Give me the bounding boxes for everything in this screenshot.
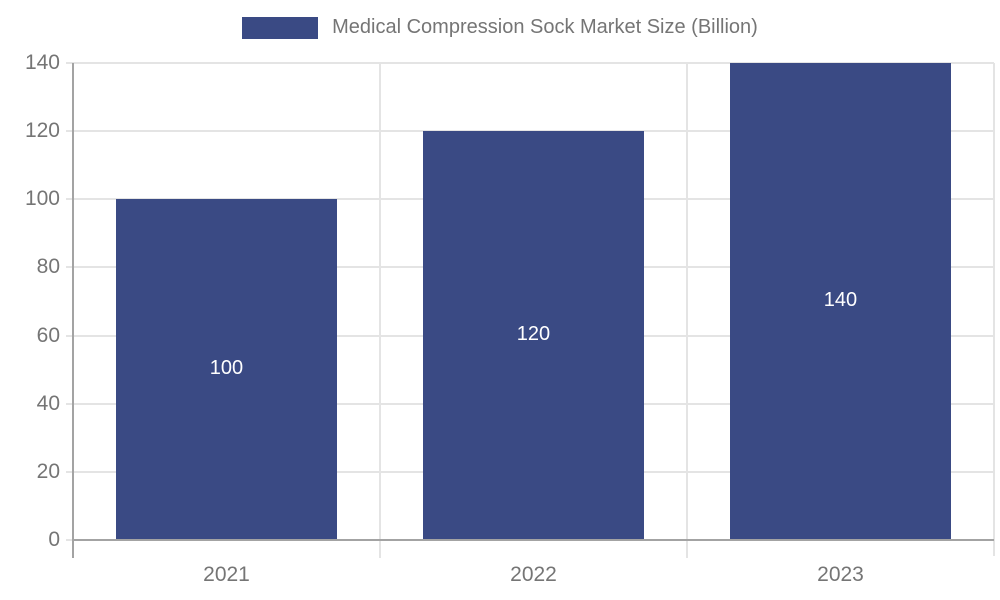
y-gridline [66,62,994,64]
x-tick-label: 2021 [203,563,250,586]
legend-label: Medical Compression Sock Market Size (Bi… [332,16,758,38]
y-axis-line [72,63,74,558]
y-tick-label: 0 [48,528,60,551]
bar-2021: 100 [115,199,337,540]
bar-2023: 140 [729,63,951,540]
y-tick-label: 120 [24,119,60,143]
x-axis-line [73,539,994,541]
y-tick-label: 20 [36,459,60,483]
plot-right-border [993,63,995,556]
y-tick-label: 100 [24,187,60,211]
x-gridline [379,63,381,558]
bar-2022: 120 [422,131,644,540]
bar-value-label: 140 [823,288,858,311]
plot-area: 100 120 140 [66,62,995,558]
x-gridline [686,63,688,558]
legend-swatch [242,16,319,39]
y-tick-label: 60 [36,323,60,347]
y-tick-label: 80 [36,255,60,279]
x-tick-label: 2023 [817,563,864,586]
y-tick-label: 40 [36,391,60,415]
bar-value-label: 120 [516,322,551,345]
x-tick-label: 2022 [510,563,557,586]
bar-value-label: 100 [209,356,244,379]
y-tick-label: 140 [24,51,60,74]
chart-legend: Medical Compression Sock Market Size (Bi… [0,16,1000,39]
